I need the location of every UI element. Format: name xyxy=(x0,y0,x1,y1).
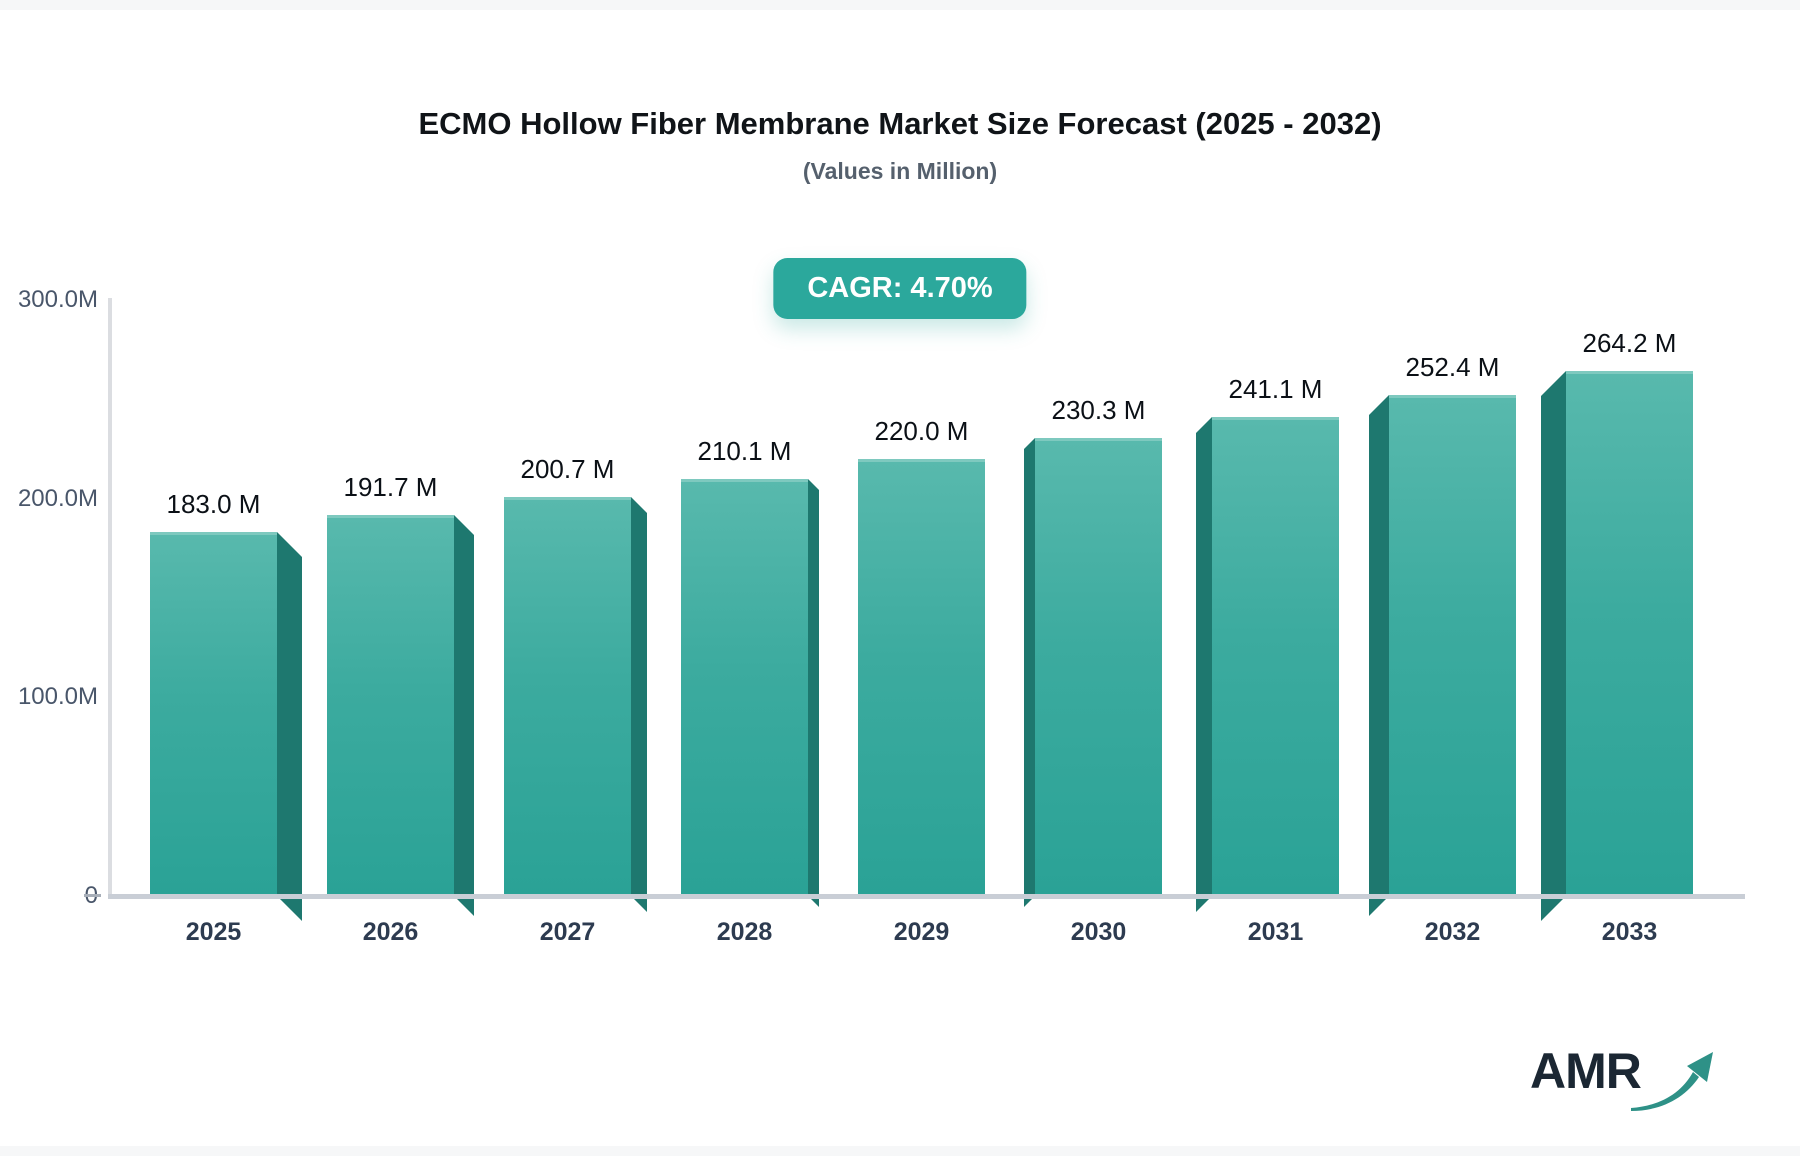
bar-side-face-2031 xyxy=(1196,417,1212,912)
zero-tick-mark xyxy=(84,894,101,897)
y-axis-label-300: 300.0M xyxy=(17,286,98,313)
bar-group-2030: 230.3 M 2030 xyxy=(1010,300,1187,946)
bar-group-2032: 252.4 M 2032 xyxy=(1364,300,1541,946)
bar-value-label-2026: 191.7 M xyxy=(343,472,438,502)
bar-side-face-2028 xyxy=(808,479,819,907)
bar-2030[interactable] xyxy=(1035,438,1162,896)
bar-2031[interactable] xyxy=(1212,417,1339,896)
x-axis-label-2031: 2031 xyxy=(1247,918,1304,946)
amr-logo-text: AMR xyxy=(1530,1043,1642,1099)
bar-value-label-2029: 220.0 M xyxy=(874,416,969,446)
bar-2025[interactable] xyxy=(150,532,277,896)
bar-side-face-2032 xyxy=(1369,395,1389,916)
bar-group-2028: 210.1 M 2028 xyxy=(656,300,833,946)
x-axis-label-2029: 2029 xyxy=(893,918,950,946)
x-axis-label-2026: 2026 xyxy=(362,918,419,946)
bar-value-label-2025: 183.0 M xyxy=(166,489,261,519)
y-axis-label-200: 200.0M xyxy=(17,484,98,512)
bar-value-label-2033: 264.2 M xyxy=(1582,328,1677,358)
chart-title: ECMO Hollow Fiber Membrane Market Size F… xyxy=(418,106,1382,141)
x-axis-label-2030: 2030 xyxy=(1070,918,1127,946)
y-axis-line xyxy=(108,298,112,899)
bar-group-2026: 191.7 M 2026 xyxy=(302,300,479,946)
y-axis-label-100: 100.0M xyxy=(17,683,98,711)
bar-side-face-2033 xyxy=(1541,371,1566,921)
bar-group-2025: 183.0 M 2025 xyxy=(125,300,302,946)
bar-side-face-2025 xyxy=(277,532,302,921)
bar-side-face-2030 xyxy=(1024,438,1035,907)
bar-2026[interactable] xyxy=(327,515,454,896)
x-axis-label-2033: 2033 xyxy=(1601,918,1658,946)
x-axis-baseline xyxy=(108,894,1745,899)
bar-value-label-2031: 241.1 M xyxy=(1228,374,1323,404)
x-axis-label-2027: 2027 xyxy=(539,918,596,946)
bar-group-2029: 220.0 M 2029 xyxy=(833,300,1010,946)
chart-card: ECMO Hollow Fiber Membrane Market Size F… xyxy=(0,10,1800,1146)
bar-2033[interactable] xyxy=(1566,371,1693,896)
bar-value-label-2030: 230.3 M xyxy=(1051,395,1146,425)
bar-group-2027: 200.7 M 2027 xyxy=(479,300,656,946)
growth-arrow-icon xyxy=(1630,1052,1713,1111)
plot-area: 183.0 M 2025 191.7 M 2026 200.7 M 2027 210.1 M… xyxy=(125,300,1718,946)
bar-2032[interactable] xyxy=(1389,395,1516,896)
bar-side-face-2027 xyxy=(631,497,647,912)
bar-value-label-2032: 252.4 M xyxy=(1405,352,1500,382)
amr-logo: AMR xyxy=(1530,1044,1720,1124)
bar-2028[interactable] xyxy=(681,479,808,896)
bar-value-label-2027: 200.7 M xyxy=(520,454,615,484)
x-axis-label-2028: 2028 xyxy=(716,918,773,946)
cagr-badge: CAGR: 4.70% xyxy=(773,258,1027,319)
bar-2027[interactable] xyxy=(504,497,631,896)
chart-subtitle: (Values in Million) xyxy=(802,158,998,184)
bar-group-2031: 241.1 M 2031 xyxy=(1187,300,1364,946)
x-axis-label-2025: 2025 xyxy=(185,918,242,946)
bar-value-label-2028: 210.1 M xyxy=(697,436,792,466)
x-axis-label-2032: 2032 xyxy=(1424,918,1481,946)
bar-side-face-2026 xyxy=(454,515,474,916)
bar-2029[interactable] xyxy=(858,459,985,896)
bar-group-2033: 264.2 M 2033 xyxy=(1541,300,1718,946)
